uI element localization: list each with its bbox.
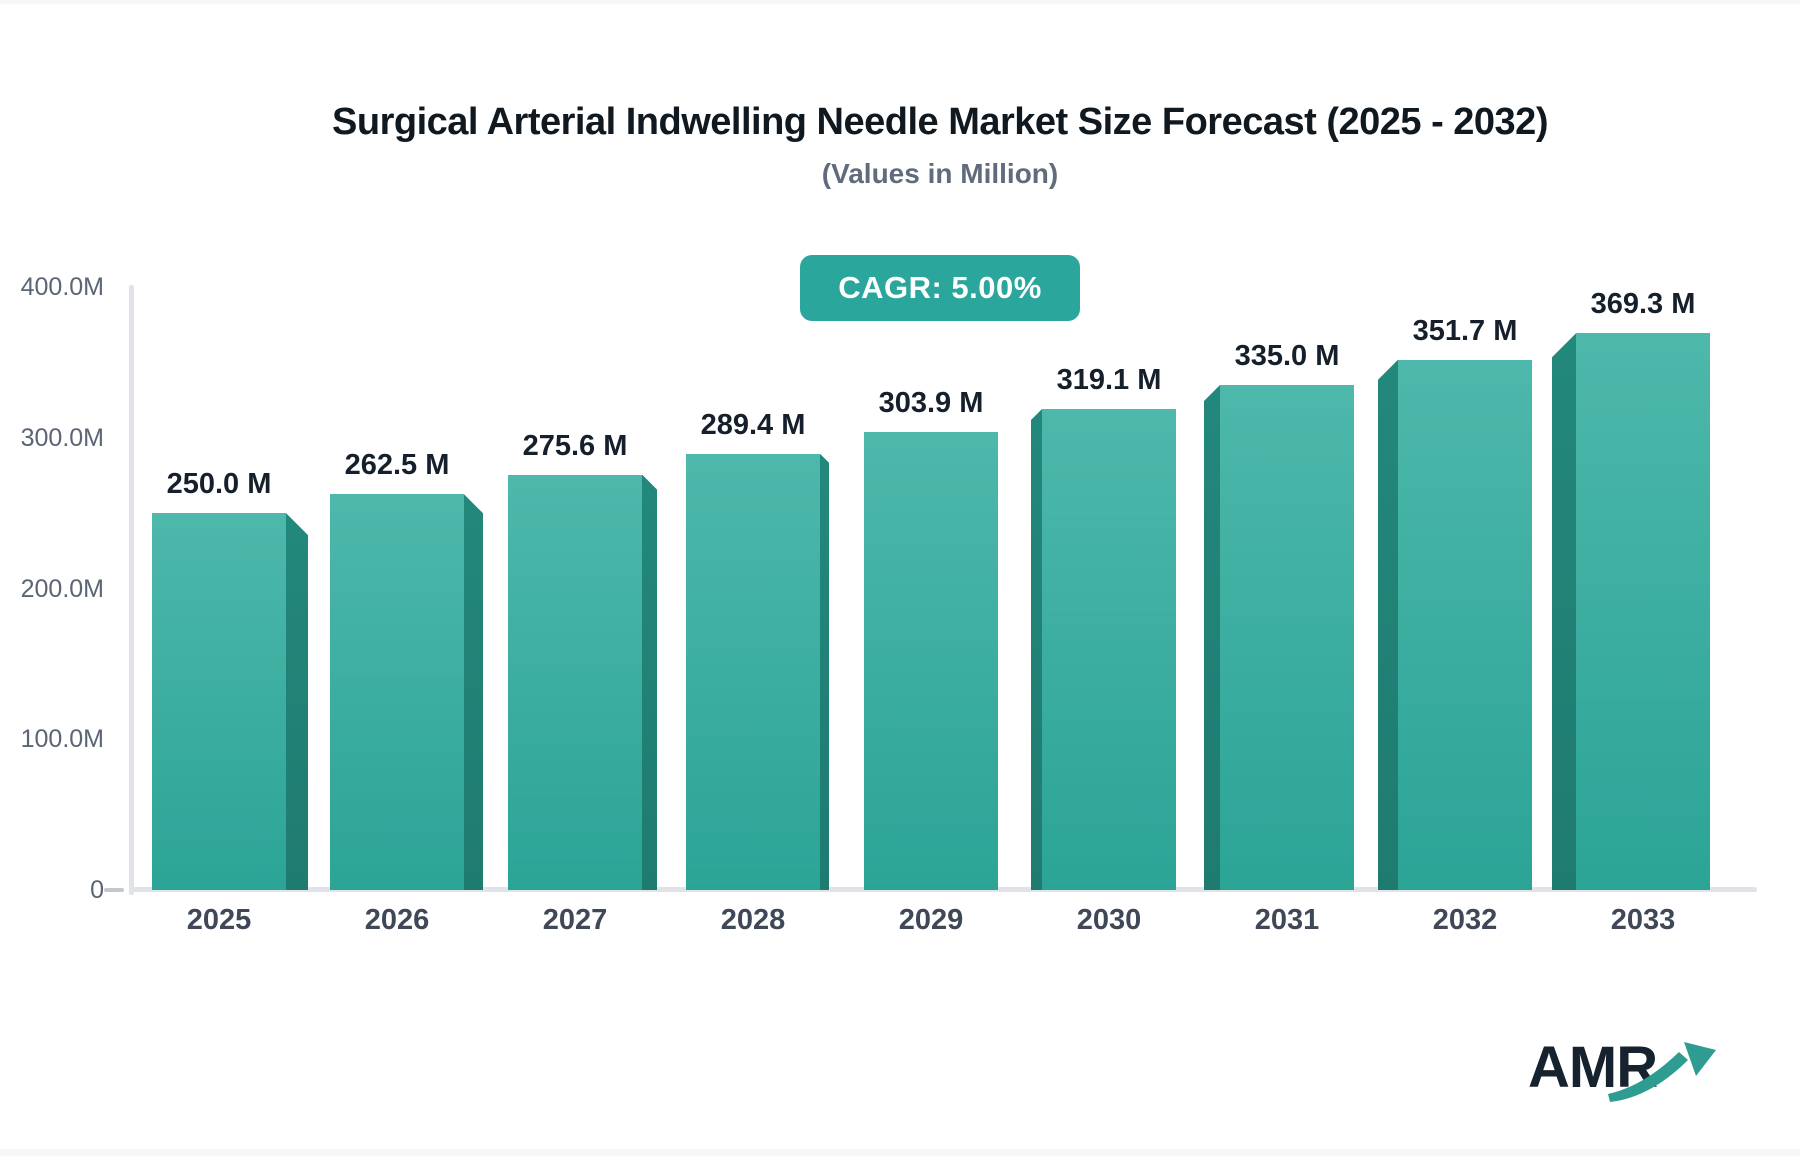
bar-side-face-2025 bbox=[286, 513, 308, 890]
zero-tick-dash bbox=[104, 888, 124, 892]
x-axis-label-2026: 2026 bbox=[364, 904, 430, 936]
bar-2030 bbox=[1042, 408, 1176, 890]
bar-value-label-2033: 369.3 M bbox=[1590, 288, 1696, 321]
bar-2025 bbox=[152, 513, 286, 890]
bar-2033 bbox=[1576, 333, 1710, 890]
bar-side-face-2028 bbox=[820, 453, 829, 890]
bar-2027 bbox=[508, 474, 642, 890]
y-tick-label-300.0M: 300.0M bbox=[20, 423, 104, 452]
bar-side-face-2032 bbox=[1378, 359, 1398, 890]
x-axis-label-2028: 2028 bbox=[720, 904, 786, 936]
bar-value-label-2029: 303.9 M bbox=[878, 386, 984, 419]
bar-value-label-2026: 262.5 M bbox=[344, 449, 450, 482]
chart-header: Surgical Arterial Indwelling Needle Mark… bbox=[80, 100, 1800, 190]
x-axis-label-2031: 2031 bbox=[1254, 904, 1320, 936]
bar-2028 bbox=[686, 453, 820, 890]
bar-2029 bbox=[864, 431, 998, 890]
bar-side-face-2031 bbox=[1204, 384, 1220, 890]
bar-side-face-2027 bbox=[642, 474, 657, 890]
bar-value-label-2025: 250.0 M bbox=[166, 468, 272, 501]
x-axis-label-2025: 2025 bbox=[186, 904, 252, 936]
y-tick-label-0: 0 bbox=[90, 876, 104, 904]
bar-value-label-2027: 275.6 M bbox=[522, 429, 628, 462]
chart-title: Surgical Arterial Indwelling Needle Mark… bbox=[332, 101, 1548, 143]
x-axis-label-2027: 2027 bbox=[542, 904, 608, 936]
cagr-badge-row: CAGR: 5.00% bbox=[80, 255, 1800, 321]
y-tick-label-100.0M: 100.0M bbox=[20, 725, 104, 754]
bar-value-label-2028: 289.4 M bbox=[700, 408, 806, 441]
y-tick-label-200.0M: 200.0M bbox=[20, 574, 104, 603]
chart-subtitle: (Values in Million) bbox=[821, 158, 1059, 189]
x-axis-label-2030: 2030 bbox=[1076, 904, 1142, 936]
bar-2031 bbox=[1220, 384, 1354, 890]
x-axis-label-2029: 2029 bbox=[898, 904, 964, 936]
amr-logo: AMR bbox=[1528, 1030, 1728, 1120]
top-edge-strip bbox=[0, 0, 1800, 4]
x-axis-label-2033: 2033 bbox=[1610, 904, 1676, 936]
y-axis-line bbox=[129, 285, 134, 895]
bar-value-label-2032: 351.7 M bbox=[1412, 314, 1518, 347]
bar-2026 bbox=[330, 494, 464, 890]
bottom-edge-strip bbox=[0, 1149, 1800, 1156]
x-axis-label-2032: 2032 bbox=[1432, 904, 1498, 936]
bar-value-label-2030: 319.1 M bbox=[1056, 363, 1162, 396]
cagr-badge: CAGR: 5.00% bbox=[800, 255, 1080, 321]
bar-value-label-2031: 335.0 M bbox=[1234, 339, 1340, 372]
bar-side-face-2026 bbox=[464, 494, 483, 890]
bar-2032 bbox=[1398, 359, 1532, 890]
y-tick-label-400.0M: 400.0M bbox=[20, 273, 104, 301]
bar-side-face-2033 bbox=[1552, 333, 1576, 890]
growth-arrow-icon bbox=[1608, 1042, 1716, 1102]
bar-side-face-2030 bbox=[1031, 408, 1042, 890]
